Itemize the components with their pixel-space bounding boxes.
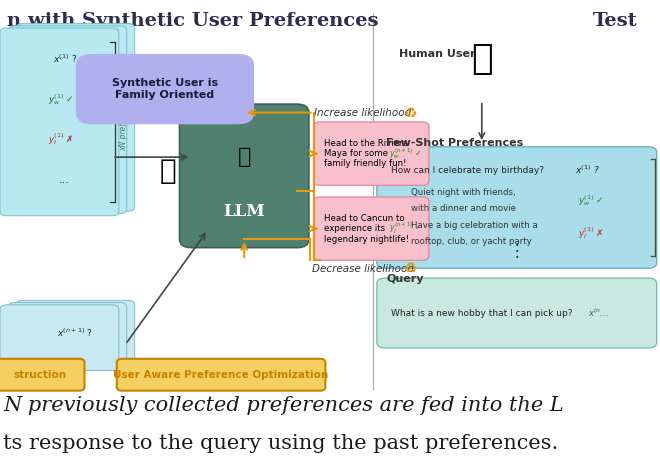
Text: xN preferences: xN preferences <box>119 93 128 151</box>
FancyBboxPatch shape <box>16 300 135 366</box>
FancyBboxPatch shape <box>76 54 254 124</box>
Text: $x^{(1)}$ ?: $x^{(1)}$ ? <box>575 164 599 176</box>
Text: N previously collected preferences are fed into the L: N previously collected preferences are f… <box>3 396 564 416</box>
Text: 🔥: 🔥 <box>160 157 177 185</box>
Text: What is a new hobby that I can pick up?: What is a new hobby that I can pick up? <box>391 309 573 318</box>
Text: Increase likelihood: Increase likelihood <box>314 108 412 119</box>
FancyBboxPatch shape <box>377 147 657 268</box>
Text: How can I celebrate my birthday?: How can I celebrate my birthday? <box>391 166 544 175</box>
Text: Human User: Human User <box>399 49 476 59</box>
FancyBboxPatch shape <box>314 197 429 260</box>
Text: ♻: ♻ <box>403 106 417 121</box>
FancyBboxPatch shape <box>0 28 119 216</box>
Text: Have a big celebration with a: Have a big celebration with a <box>411 220 538 230</box>
Text: Head to Cancun to
experience its
legendary nightlife!: Head to Cancun to experience its legenda… <box>323 214 409 243</box>
Text: ♻: ♻ <box>403 261 417 276</box>
Text: ts response to the query using the past preferences.: ts response to the query using the past … <box>3 434 558 453</box>
Text: LLM: LLM <box>223 203 265 220</box>
Text: Test: Test <box>592 12 637 30</box>
Text: Synthetic User is
Family Oriented: Synthetic User is Family Oriented <box>112 78 218 100</box>
FancyBboxPatch shape <box>8 303 127 368</box>
FancyBboxPatch shape <box>16 23 135 211</box>
Text: n with Synthetic User Preferences: n with Synthetic User Preferences <box>7 12 378 30</box>
Text: $y_l^{(1)}$ ✗: $y_l^{(1)}$ ✗ <box>48 131 75 147</box>
Text: $y_l^{(1)}$ ✗: $y_l^{(1)}$ ✗ <box>578 225 604 241</box>
Text: Few-Shot Preferences: Few-Shot Preferences <box>386 138 523 148</box>
Text: User Aware Preference Optimization: User Aware Preference Optimization <box>114 370 329 380</box>
FancyBboxPatch shape <box>0 305 119 371</box>
FancyBboxPatch shape <box>8 26 127 213</box>
Text: $x^{(n}$...: $x^{(n}$... <box>588 307 609 319</box>
FancyBboxPatch shape <box>117 359 325 391</box>
FancyBboxPatch shape <box>180 104 309 248</box>
Text: 🧠: 🧠 <box>238 147 251 167</box>
Text: Quiet night with friends,: Quiet night with friends, <box>411 188 516 197</box>
Text: rooftop, club, or yacht party: rooftop, club, or yacht party <box>411 237 532 246</box>
Text: $x^{(1)}$ ?: $x^{(1)}$ ? <box>53 53 77 65</box>
FancyBboxPatch shape <box>0 359 84 391</box>
FancyBboxPatch shape <box>377 278 657 348</box>
Text: 👩: 👩 <box>471 42 492 76</box>
Text: $y_l^{(n+1)}$ ✓: $y_l^{(n+1)}$ ✓ <box>389 221 421 236</box>
Text: with a dinner and movie: with a dinner and movie <box>411 204 516 213</box>
Text: Head to the Riviera
Maya for some
family friendly fun!: Head to the Riviera Maya for some family… <box>324 139 408 168</box>
Text: struction: struction <box>13 370 66 380</box>
Text: Query: Query <box>386 274 424 284</box>
Polygon shape <box>119 113 139 128</box>
Text: $y_w^{(1)}$ ✓: $y_w^{(1)}$ ✓ <box>578 193 603 208</box>
Text: ⋮: ⋮ <box>508 242 525 260</box>
Text: $y_w^{(1)}$ ✓: $y_w^{(1)}$ ✓ <box>48 92 75 107</box>
Text: Decrease likelihood: Decrease likelihood <box>312 264 414 274</box>
Text: ...: ... <box>59 175 70 185</box>
Text: $y_w^{(n+1)}$ ✓: $y_w^{(n+1)}$ ✓ <box>389 146 421 161</box>
FancyBboxPatch shape <box>314 122 429 185</box>
Text: $x^{(n+1)}$ ?: $x^{(n+1)}$ ? <box>57 327 93 340</box>
